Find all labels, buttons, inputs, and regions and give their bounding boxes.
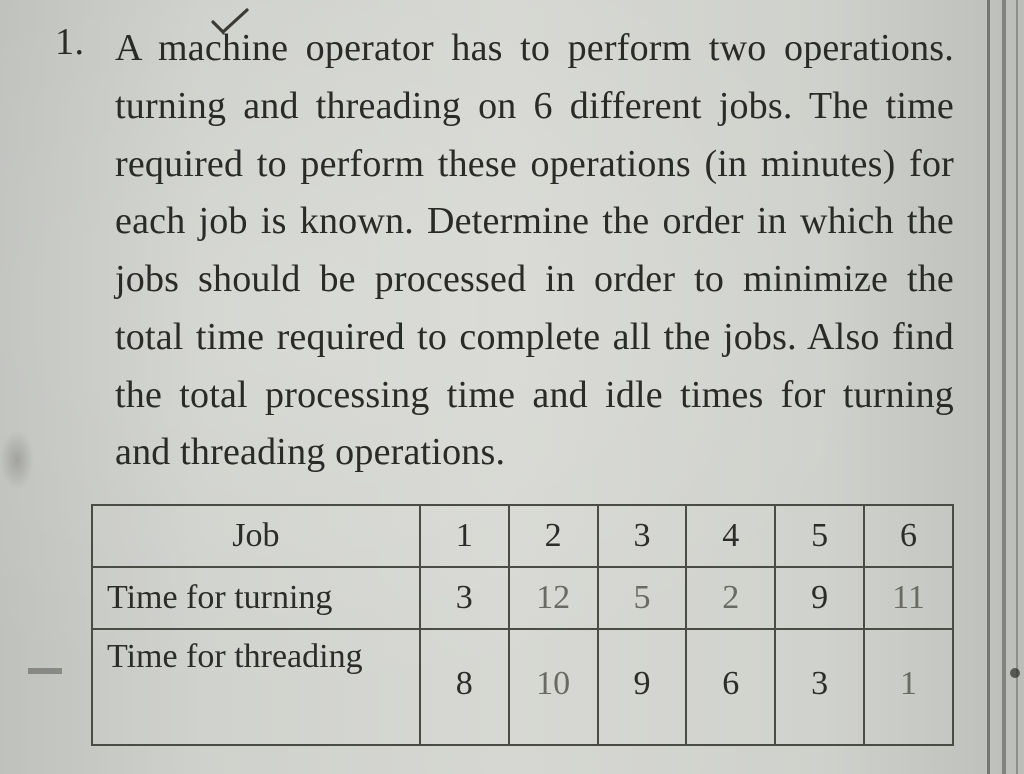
- cell: 11: [864, 567, 953, 629]
- row-label: Time for threading: [92, 629, 420, 745]
- cell: 6: [686, 629, 775, 745]
- col-header: 5: [775, 505, 864, 567]
- cell: 2: [686, 567, 775, 629]
- question-block: 1. A machine operator has to perform two…: [55, 20, 954, 482]
- data-table: Job 1 2 3 4 5 6 Time for turning 3 12 5 …: [91, 504, 954, 746]
- question-text: A machine operator has to perform two op…: [115, 20, 954, 482]
- col-header: Job: [92, 505, 420, 567]
- cell: 9: [598, 629, 687, 745]
- question-number: 1.: [55, 20, 85, 64]
- data-table-wrap: Job 1 2 3 4 5 6 Time for turning 3 12 5 …: [91, 504, 954, 746]
- cell: 9: [775, 567, 864, 629]
- margin-line: [1002, 0, 1006, 774]
- table-row: Time for turning 3 12 5 2 9 11: [92, 567, 953, 629]
- margin-line: [987, 0, 990, 774]
- col-header: 6: [864, 505, 953, 567]
- cell: 3: [420, 567, 509, 629]
- cell: 3: [775, 629, 864, 745]
- smudge: [0, 430, 34, 490]
- col-header: 2: [509, 505, 598, 567]
- smudge: [28, 668, 62, 674]
- cell: 12: [509, 567, 598, 629]
- cell: 8: [420, 629, 509, 745]
- period-dot: [1010, 668, 1020, 678]
- cell: 5: [598, 567, 687, 629]
- table-row: Job 1 2 3 4 5 6: [92, 505, 953, 567]
- margin-line: [1016, 0, 1018, 774]
- cell: 1: [864, 629, 953, 745]
- col-header: 1: [420, 505, 509, 567]
- col-header: 3: [598, 505, 687, 567]
- cell: 10: [509, 629, 598, 745]
- row-label: Time for turning: [92, 567, 420, 629]
- col-header: 4: [686, 505, 775, 567]
- page: 1. A machine operator has to perform two…: [0, 0, 1024, 774]
- table-row: Time for threading 8 10 9 6 3 1: [92, 629, 953, 745]
